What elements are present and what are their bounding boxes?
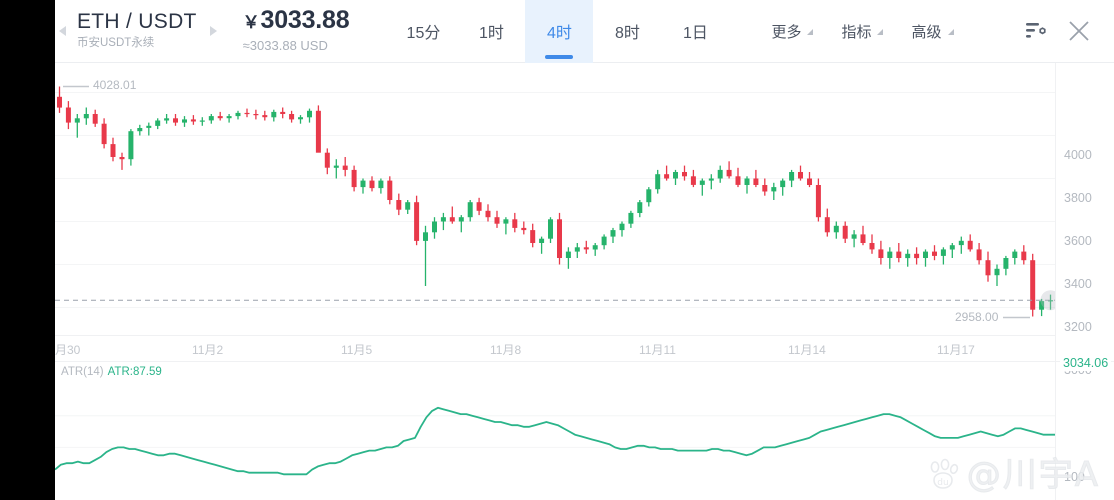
watermark: du @川宇A: [925, 455, 1100, 495]
date-axis: 月30 11月2 11月5 11月8 11月11 11月14 11月17: [55, 335, 1055, 361]
date-tick: 11月11: [639, 343, 676, 357]
header-right-controls: [1016, 0, 1114, 63]
current-price: ￥3033.88: [243, 7, 350, 36]
low-price-marker-label: 2958.00: [955, 310, 999, 324]
watermark-text: @川宇A: [966, 455, 1100, 495]
tab-1h-label: 1时: [479, 25, 504, 42]
atr-legend: ATR(14) ATR:87.59: [61, 366, 162, 378]
high-price-marker-label: 4028.01: [93, 78, 137, 92]
price-tick: 3400: [1064, 276, 1092, 291]
price-tick: 3600: [1064, 233, 1092, 248]
close-button[interactable]: [1058, 0, 1100, 63]
atr-tick: 100: [1064, 469, 1085, 484]
chevron-down-icon: [947, 29, 954, 35]
close-icon: [1069, 21, 1089, 41]
price-axis: 4000 3800 3600 3400 3200 3000 3034.06 10…: [1055, 63, 1114, 500]
atr-value: ATR:87.59: [107, 366, 162, 378]
date-tick: 11月8: [490, 343, 522, 357]
price-block: ￥3033.88 ≈3033.88 USD: [243, 7, 350, 55]
menu-advanced[interactable]: 高级: [897, 21, 967, 42]
price-tick: 4000: [1064, 147, 1092, 162]
left-black-gutter: [0, 0, 55, 500]
tab-1d-label: 1日: [683, 25, 708, 42]
baidu-paw-icon: du: [930, 458, 958, 489]
menu-more[interactable]: 更多: [757, 21, 827, 42]
tab-15m-label: 15分: [406, 25, 441, 42]
chart-header: ETH / USDT 币安USDT永续 ￥3033.88 ≈3033.88 US…: [55, 0, 1114, 63]
price-tick: 3200: [1064, 319, 1092, 334]
currency-symbol: ￥: [242, 13, 260, 32]
interval-tabs: 15分 1时 4时 8时 1日: [389, 0, 729, 63]
menu-more-label: 更多: [771, 23, 802, 41]
chart-settings-button[interactable]: [1016, 0, 1058, 63]
current-price-tag: 3034.06: [1060, 355, 1112, 372]
prev-symbol-button[interactable]: [55, 0, 69, 63]
baidu-du-text: du: [937, 478, 948, 488]
chevron-left-icon: [58, 26, 66, 36]
symbol-name: ETH / USDT: [77, 10, 197, 33]
tab-8h-label: 8时: [615, 25, 640, 42]
price-tick: 3800: [1064, 190, 1092, 205]
chevron-right-icon: [210, 26, 218, 36]
date-tick: 11月14: [788, 343, 826, 357]
candlestick-chart: [55, 85, 1055, 319]
price-usd-approx: ≈3033.88 USD: [242, 38, 328, 53]
price-pane[interactable]: 4028.01 2958.00: [55, 63, 1114, 358]
symbol-block[interactable]: ETH / USDT 币安USDT永续: [69, 10, 207, 52]
tab-1d[interactable]: 1日: [661, 0, 729, 63]
chart-panel: ETH / USDT 币安USDT永续 ￥3033.88 ≈3033.88 US…: [55, 0, 1114, 500]
date-tick: 月30: [55, 343, 81, 357]
chevron-down-icon: [877, 29, 884, 35]
tab-4h[interactable]: 4时: [525, 0, 594, 63]
date-tick: 11月5: [341, 343, 373, 357]
menu-indicators-label: 指标: [841, 23, 872, 41]
atr-indicator-pane[interactable]: ATR(14) ATR:87.59: [55, 361, 1114, 500]
chart-body[interactable]: 4028.01 2958.00 月30 11月2 11月5 11月8 11月11…: [55, 63, 1114, 500]
menu-indicators[interactable]: 指标: [827, 21, 897, 42]
tab-1h[interactable]: 1时: [457, 0, 525, 63]
tab-8h[interactable]: 8时: [593, 0, 661, 63]
tab-15m[interactable]: 15分: [389, 0, 457, 63]
header-menus: 更多 指标 高级: [757, 21, 967, 42]
chevron-down-icon: [807, 29, 814, 35]
date-tick: 11月2: [192, 343, 224, 357]
atr-name: ATR(14): [61, 366, 104, 378]
menu-advanced-label: 高级: [911, 23, 942, 41]
symbol-subtitle: 币安USDT永续: [77, 37, 155, 49]
tab-4h-label: 4时: [547, 25, 572, 42]
next-symbol-button[interactable]: [207, 0, 221, 63]
price-value: 3033.88: [260, 6, 350, 34]
settings-list-icon: [1026, 23, 1046, 38]
date-tick: 11月17: [937, 343, 975, 357]
atr-line-chart: [55, 406, 1055, 476]
